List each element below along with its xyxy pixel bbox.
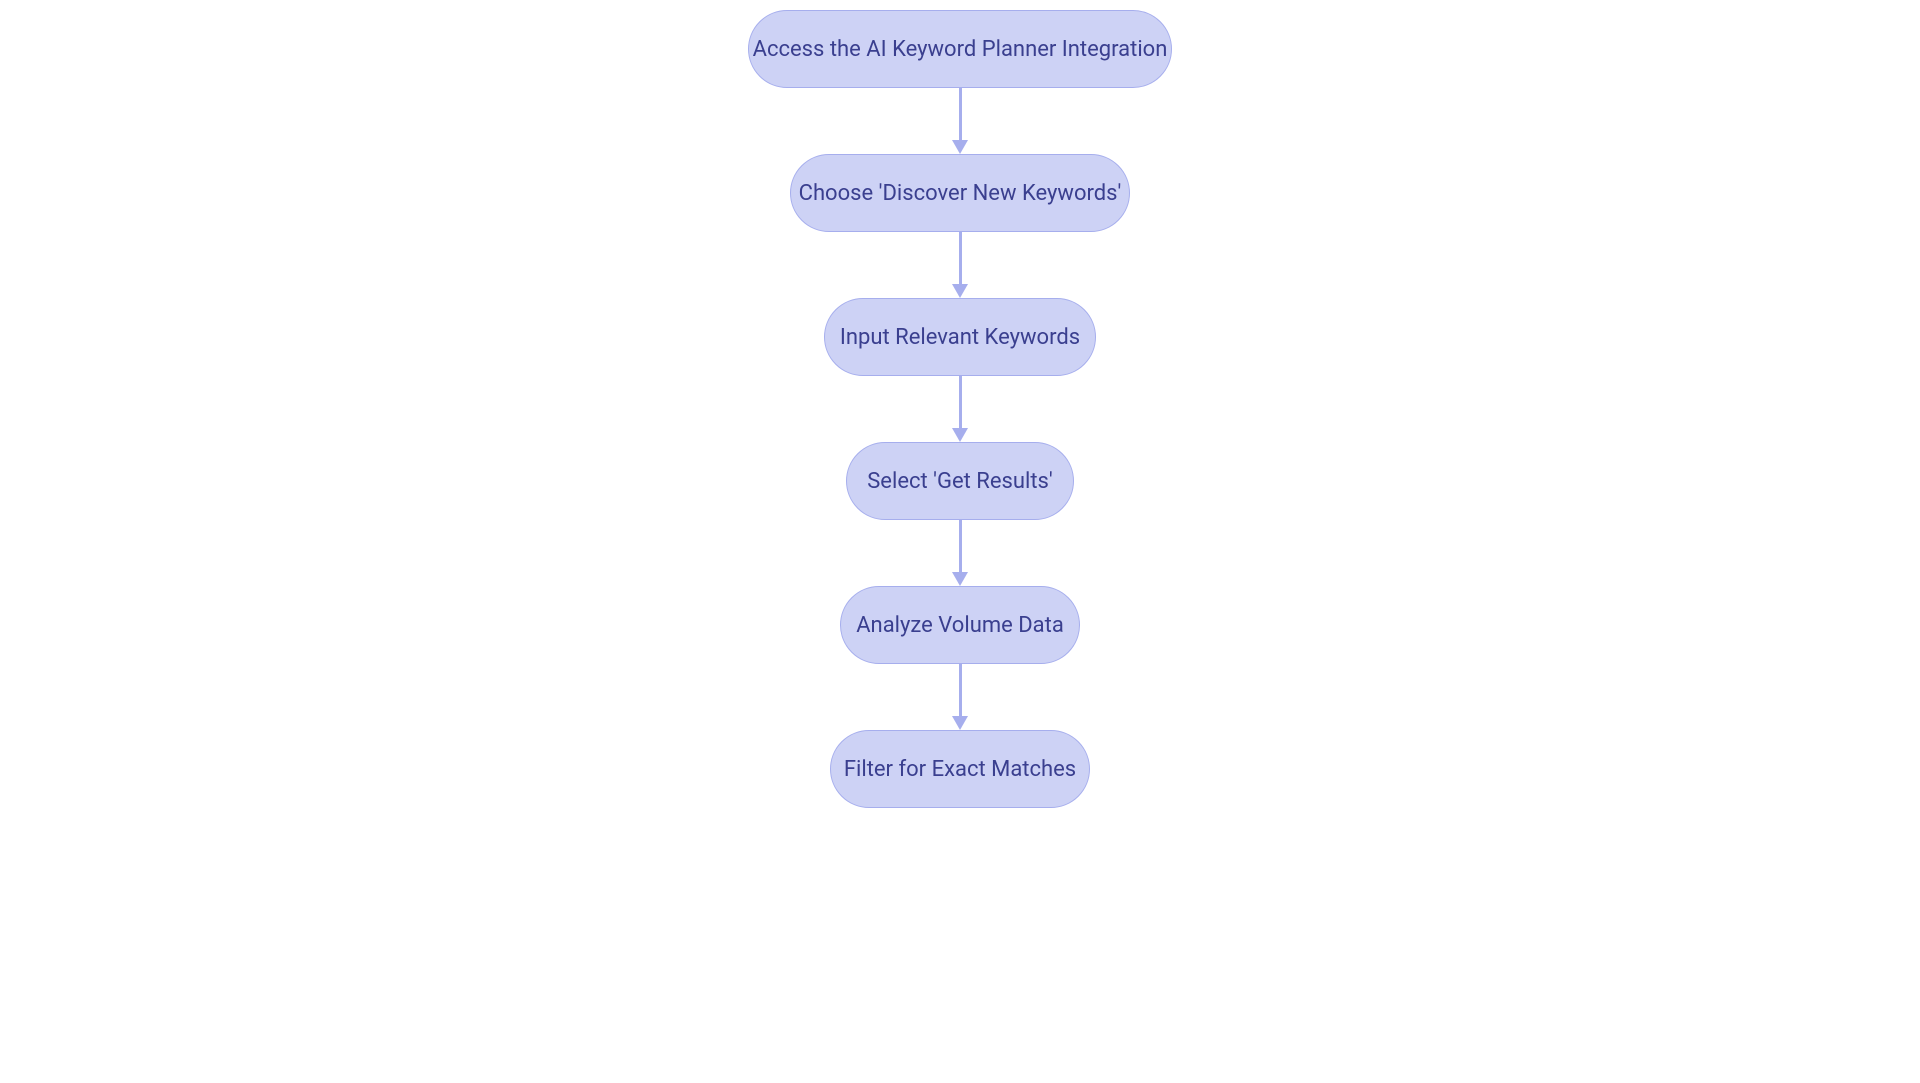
flowchart-arrow — [952, 520, 968, 586]
flowchart-node: Filter for Exact Matches — [830, 730, 1090, 808]
flowchart-arrow — [952, 88, 968, 154]
flowchart-node: Input Relevant Keywords — [824, 298, 1096, 376]
flowchart-node: Choose 'Discover New Keywords' — [790, 154, 1130, 232]
flowchart-container: Access the AI Keyword Planner Integratio… — [748, 10, 1172, 808]
flowchart-node: Select 'Get Results' — [846, 442, 1074, 520]
flowchart-arrow — [952, 376, 968, 442]
flowchart-arrow — [952, 664, 968, 730]
flowchart-node: Analyze Volume Data — [840, 586, 1080, 664]
flowchart-arrow — [952, 232, 968, 298]
flowchart-node: Access the AI Keyword Planner Integratio… — [748, 10, 1172, 88]
